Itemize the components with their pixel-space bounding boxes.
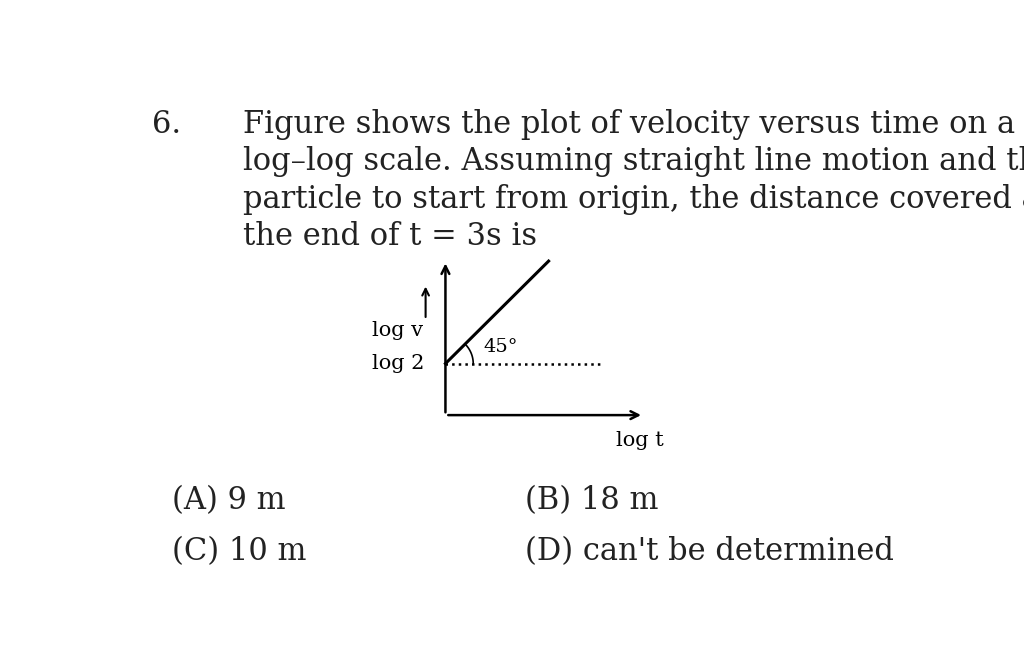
Text: 6.: 6. — [152, 108, 181, 140]
Text: (A) 9 m: (A) 9 m — [172, 484, 286, 516]
Text: log v: log v — [373, 320, 423, 340]
Text: 45°: 45° — [483, 338, 518, 356]
Text: the end of t = 3s is: the end of t = 3s is — [243, 221, 538, 252]
Text: (D) can't be determined: (D) can't be determined — [524, 536, 894, 567]
Text: Figure shows the plot of velocity versus time on a: Figure shows the plot of velocity versus… — [243, 108, 1015, 140]
Text: particle to start from origin, the distance covered at: particle to start from origin, the dista… — [243, 184, 1024, 215]
Text: (C) 10 m: (C) 10 m — [172, 536, 306, 567]
Text: (B) 18 m: (B) 18 m — [524, 484, 658, 516]
Text: log 2: log 2 — [372, 354, 424, 373]
Text: log–log scale. Assuming straight line motion and the: log–log scale. Assuming straight line mo… — [243, 147, 1024, 177]
Text: log t: log t — [616, 432, 664, 450]
